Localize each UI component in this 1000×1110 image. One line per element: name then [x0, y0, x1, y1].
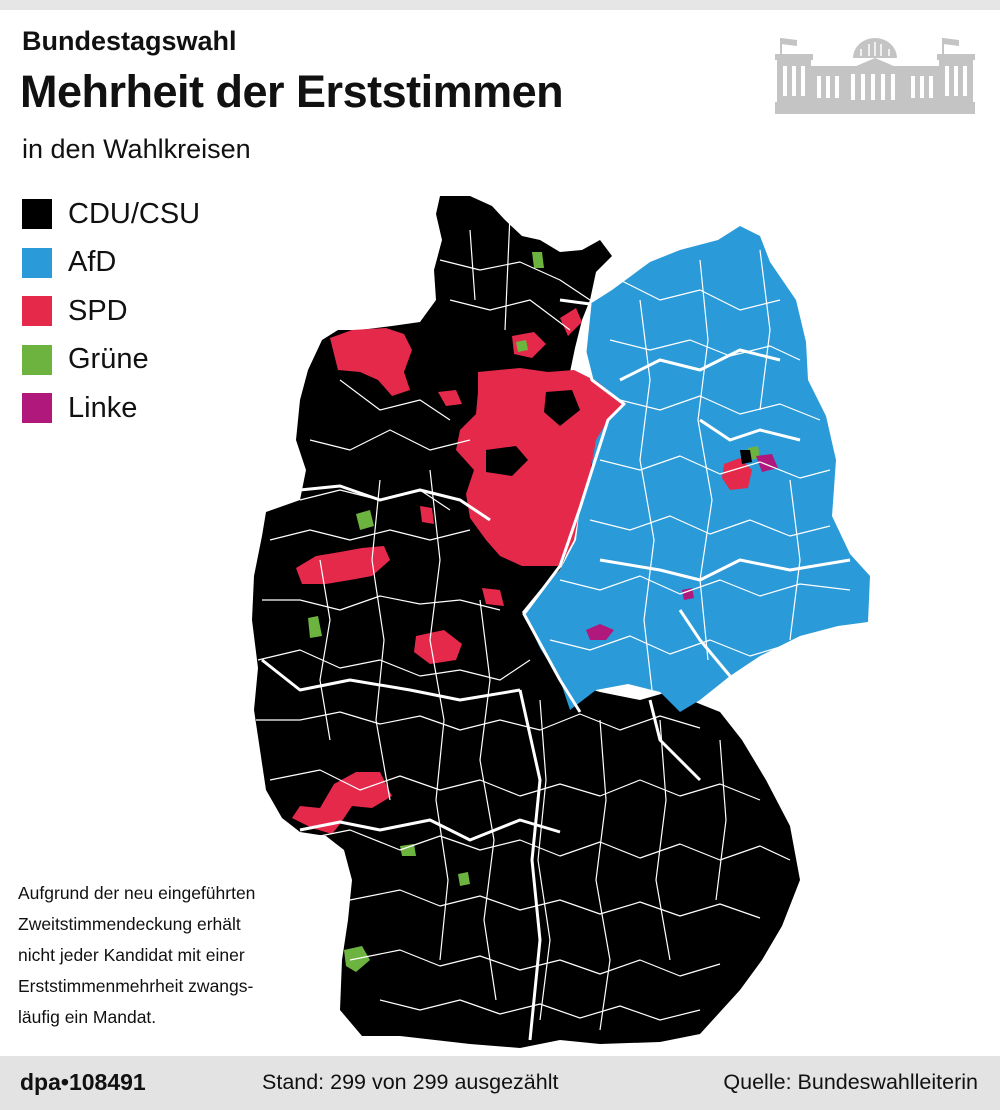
count-status: Stand: 299 von 299 ausgezählt — [262, 1070, 559, 1094]
legend-label: AfD — [68, 246, 117, 279]
region-afd — [524, 226, 870, 712]
region-gruene-hamburg — [516, 340, 528, 352]
legend-item-afd: AfD — [22, 239, 200, 288]
legend-swatch — [22, 247, 52, 278]
footnote-line: nicht jeder Kandidat mit einer — [18, 945, 245, 965]
legend-label: Linke — [68, 391, 138, 424]
legend-item-linke: Linke — [22, 384, 200, 433]
footnote-line: Erststimmenmehrheit zwangs- — [18, 976, 254, 996]
footnote-line: Aufgrund der neu eingeführten — [18, 883, 256, 903]
legend-item-gruene: Grüne — [22, 336, 200, 385]
region-cdu-csu — [252, 196, 800, 1048]
region-spd-niedersachsen — [456, 368, 624, 566]
region-gruene-flensburg — [532, 252, 544, 268]
page-title: Mehrheit der Erststimmen — [20, 66, 564, 117]
region-spd-goettingen — [482, 588, 504, 606]
germany-constituency-map — [252, 196, 870, 1048]
legend-swatch — [22, 199, 52, 230]
legend-swatch — [22, 393, 52, 424]
region-gruene-muenster — [356, 510, 374, 530]
supertitle: Bundestagswahl — [22, 26, 237, 56]
region-cdu-csu-hannover-enclave — [486, 446, 528, 476]
region-spd-kassel — [414, 630, 462, 664]
graphic-id: dpa•108491 — [20, 1069, 146, 1095]
region-spd-bielefeld — [420, 506, 434, 524]
legend-swatch — [22, 296, 52, 327]
legend-item-cdu-csu: CDU/CSU — [22, 190, 200, 239]
bundestag-building-icon — [775, 38, 975, 114]
region-linke-erfurt — [586, 624, 614, 640]
footnote-line: Zweitstimmendeckung erhält — [18, 914, 241, 934]
legend-item-spd: SPD — [22, 287, 200, 336]
subtitle: in den Wahlkreisen — [22, 134, 251, 164]
footnote: Aufgrund der neu eingeführten Zweitstimm… — [18, 878, 298, 1033]
region-spd-ostfriesland — [330, 328, 412, 396]
region-gruene-stuttgart — [458, 872, 470, 886]
region-spd-berlin — [722, 458, 752, 490]
legend: CDU/CSU AfD SPD Grüne Linke — [22, 190, 200, 433]
state-borders — [261, 298, 851, 1041]
region-linke-leipzig — [682, 588, 694, 600]
top-strip — [0, 0, 1000, 10]
source-credit: Quelle: Bundeswahlleiterin — [723, 1070, 978, 1094]
legend-swatch — [22, 344, 52, 375]
region-cdu-csu-braunschweig-enclave — [544, 390, 580, 426]
region-cdu-csu-berlin — [740, 450, 752, 464]
legend-label: CDU/CSU — [68, 197, 201, 230]
legend-label: Grüne — [68, 343, 149, 376]
region-spd-ruhr — [296, 546, 390, 584]
region-spd-bremen — [438, 390, 462, 406]
legend-label: SPD — [68, 294, 128, 327]
constituency-borders — [256, 214, 851, 1031]
region-gruene-heidelberg — [400, 844, 416, 856]
footer: dpa•108491 Stand: 299 von 299 ausgezählt… — [0, 1056, 1000, 1110]
footnote-line: läufig ein Mandat. — [18, 1007, 157, 1027]
region-gruene-koeln — [308, 616, 322, 638]
region-spd-luebeck — [560, 308, 582, 336]
